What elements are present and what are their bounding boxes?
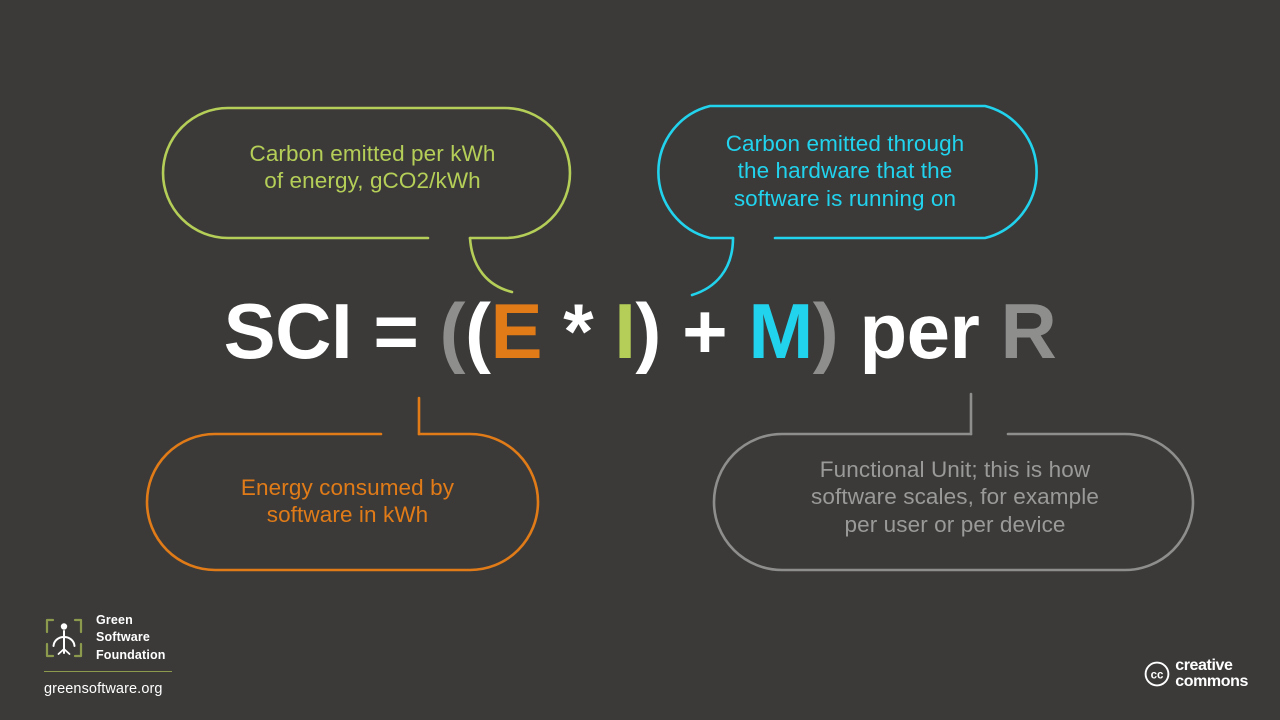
creative-commons-wordmark: creative commons [1175,657,1248,690]
callout-carbon-intensity-shape [161,106,572,294]
callout-functional-unit-text: Functional Unit; this is how software sc… [811,457,1099,537]
callout-carbon-intensity-text: Carbon emitted per kWh of energy, gCO2/k… [249,141,496,194]
sci-label: SCI = [223,287,440,375]
outer-close-paren: ) [812,287,839,375]
callout-energy-text: Energy consumed by software in kWh [240,475,455,528]
outer-open-paren: ( [439,287,466,375]
term-m: M [748,287,813,375]
term-i: I [614,287,636,375]
inner-close-paren: ) [635,287,661,375]
per-keyword: per [838,287,1001,375]
sci-formula: SCI = ((E * I) + M) per R [0,286,1280,377]
gsf-website-url: greensoftware.org [44,681,163,698]
callout-embodied-carbon-text: Carbon emitted through the hardware that… [725,131,965,211]
term-r: R [1000,287,1057,375]
svg-text:cc: cc [1151,669,1164,681]
green-software-foundation-logo: Green Software Foundation greensoftware.… [44,612,172,697]
term-e: E [490,287,543,375]
plus-operator: + [660,287,749,375]
gsf-divider [44,670,172,673]
creative-commons-logo: cc creative commons [1144,658,1248,690]
multiply-operator: * [542,287,615,375]
inner-open-paren: ( [465,287,491,375]
green-bubble-tail [468,236,514,294]
creative-commons-badge-icon: cc [1144,661,1170,687]
gsf-tree-mark-icon [45,618,83,657]
gsf-wordmark: Green Software Foundation [96,613,166,662]
